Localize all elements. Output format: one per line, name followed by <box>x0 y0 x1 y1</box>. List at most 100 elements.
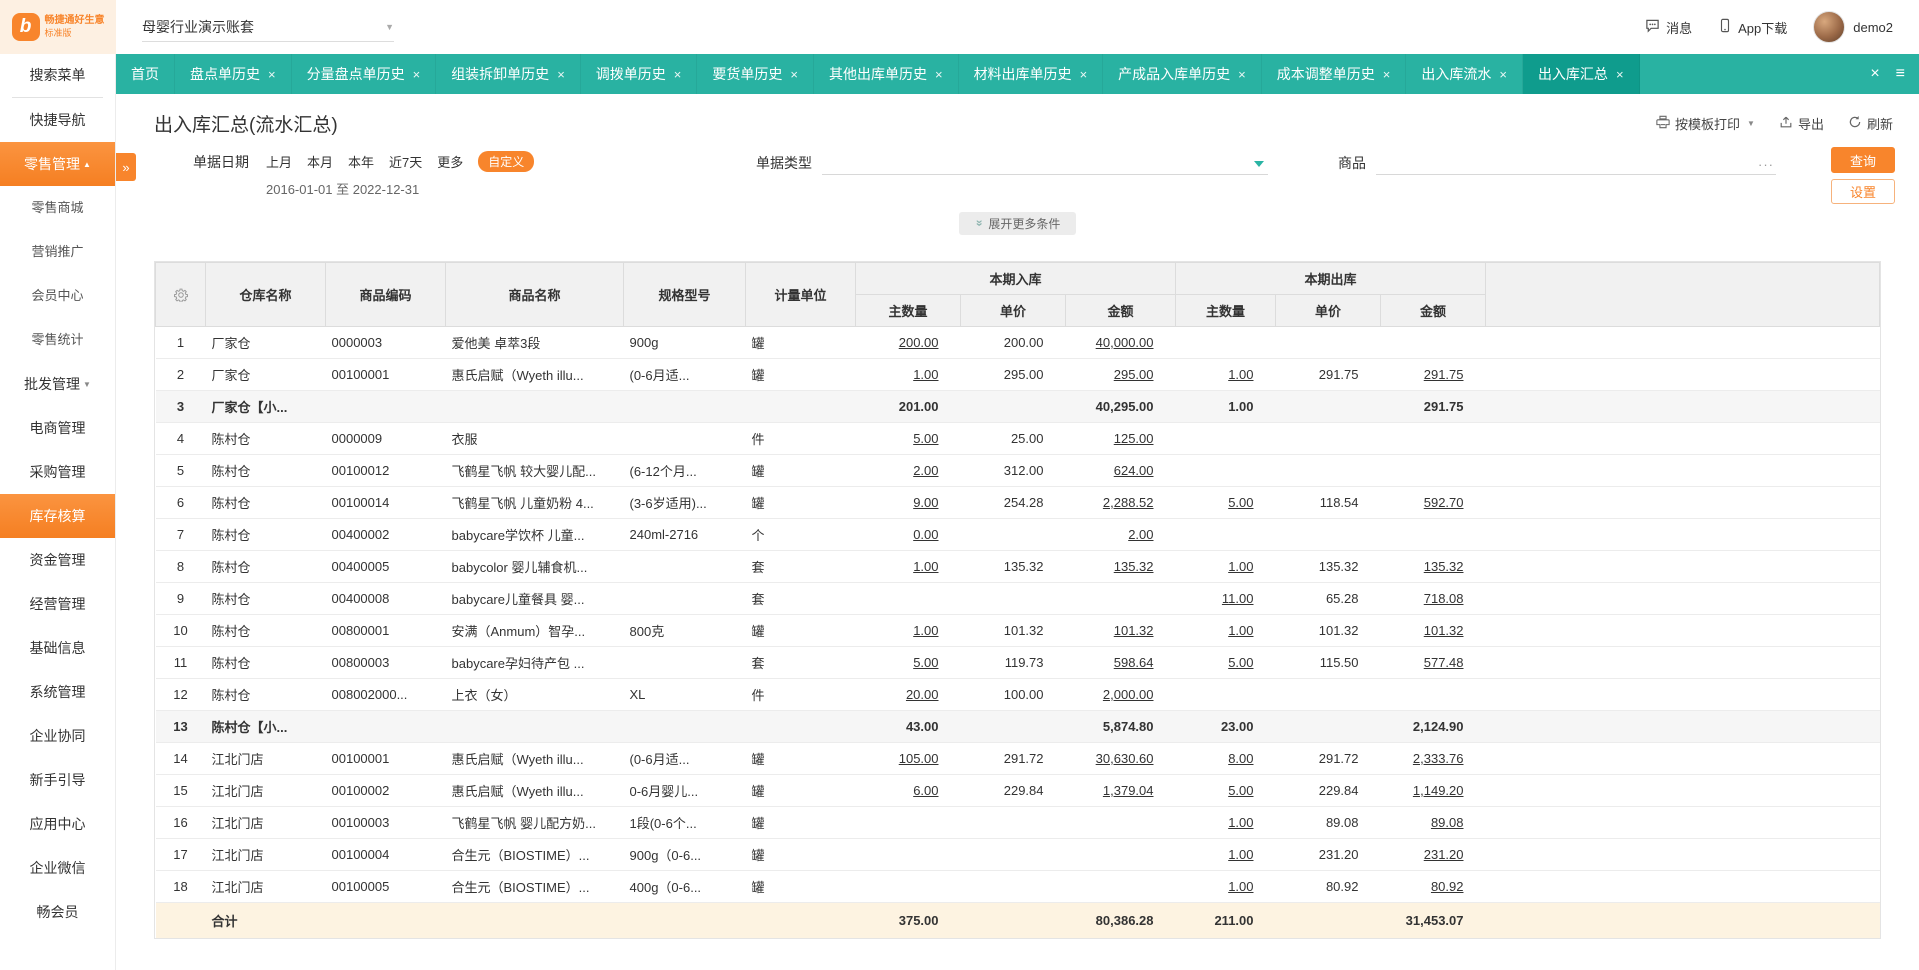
tab-调拨单历史[interactable]: 调拨单历史 × <box>581 54 698 94</box>
sidebar-item-电商管理[interactable]: 电商管理 <box>0 406 115 450</box>
col-header-name[interactable]: 商品名称 <box>445 262 624 327</box>
tab-close-icon[interactable]: × <box>1615 66 1624 82</box>
sidebar-item-采购管理[interactable]: 采购管理 <box>0 450 115 494</box>
col-header-out-price[interactable]: 单价 <box>1275 294 1381 327</box>
drill-down-link[interactable]: 1.00 <box>1175 806 1276 839</box>
drill-down-link[interactable]: 592.70 <box>1380 486 1486 519</box>
drill-down-link[interactable]: 105.00 <box>855 742 961 775</box>
drill-down-link[interactable]: 231.20 <box>1380 838 1486 871</box>
more-options-icon[interactable]: ··· <box>1758 157 1774 172</box>
sidebar-item-企业微信[interactable]: 企业微信 <box>0 846 115 890</box>
drill-down-link[interactable]: 11.00 <box>1175 582 1276 615</box>
drill-down-link[interactable]: 1.00 <box>855 550 961 583</box>
expand-more-conditions-button[interactable]: « 展开更多条件 <box>958 211 1077 235</box>
tab-盘点单历史[interactable]: 盘点单历史 × <box>175 54 292 94</box>
col-header-in-amount[interactable]: 金额 <box>1065 294 1176 327</box>
date-option-more[interactable]: 更多 <box>437 155 464 170</box>
tab-close-icon[interactable]: × <box>412 66 421 82</box>
drill-down-link[interactable]: 5.00 <box>1175 486 1276 519</box>
drill-down-link[interactable]: 2.00 <box>855 454 961 487</box>
sidebar-item-企业协同[interactable]: 企业协同 <box>0 714 115 758</box>
sidebar-item-系统管理[interactable]: 系统管理 <box>0 670 115 714</box>
user-menu[interactable]: demo2 <box>1813 11 1893 43</box>
tab-close-icon[interactable]: × <box>1079 66 1088 82</box>
drill-down-link[interactable]: 30,630.60 <box>1065 742 1176 775</box>
product-input[interactable]: ··· <box>1376 151 1776 175</box>
drill-down-link[interactable]: 1.00 <box>1175 550 1276 583</box>
date-option-last-7-days[interactable]: 近7天 <box>389 155 423 170</box>
drill-down-link[interactable]: 2.00 <box>1065 518 1176 551</box>
tab-材料出库单历史[interactable]: 材料出库单历史 × <box>959 54 1104 94</box>
drill-down-link[interactable]: 40,000.00 <box>1065 326 1176 359</box>
tab-close-icon[interactable]: × <box>1499 66 1507 82</box>
drill-down-link[interactable]: 1.00 <box>1175 838 1276 871</box>
col-header-out-qty[interactable]: 主数量 <box>1175 294 1276 327</box>
messages-button[interactable]: 消息 <box>1645 18 1692 37</box>
query-button[interactable]: 查询 <box>1831 147 1895 173</box>
tab-close-icon[interactable]: × <box>1238 66 1246 82</box>
drill-down-link[interactable]: 5.00 <box>855 422 961 455</box>
tab-组装拆卸单历史[interactable]: 组装拆卸单历史 × <box>436 54 581 94</box>
sidebar-item-基础信息[interactable]: 基础信息 <box>0 626 115 670</box>
col-header-warehouse[interactable]: 仓库名称 <box>205 262 326 327</box>
date-option-last-month[interactable]: 上月 <box>266 155 293 170</box>
doc-type-select[interactable] <box>822 151 1268 175</box>
app-download-button[interactable]: App下载 <box>1718 18 1787 37</box>
drill-down-link[interactable]: 135.32 <box>1380 550 1486 583</box>
close-all-tabs-icon[interactable]: × <box>1870 65 1880 82</box>
tab-出入库汇总[interactable]: 出入库汇总 × <box>1522 54 1640 94</box>
drill-down-link[interactable]: 291.75 <box>1380 358 1486 391</box>
sidebar-item-应用中心[interactable]: 应用中心 <box>0 802 115 846</box>
tab-成本调整单历史[interactable]: 成本调整单历史 × <box>1262 54 1407 94</box>
tab-close-icon[interactable]: × <box>934 66 943 82</box>
drill-down-link[interactable]: 135.32 <box>1065 550 1176 583</box>
tab-close-icon[interactable]: × <box>557 66 565 82</box>
column-settings-button[interactable] <box>155 262 206 327</box>
sidebar-item-库存核算[interactable]: 库存核算 <box>0 494 115 538</box>
drill-down-link[interactable]: 295.00 <box>1065 358 1176 391</box>
tab-其他出库单历史[interactable]: 其他出库单历史 × <box>814 54 959 94</box>
sidebar-item-零售统计[interactable]: 零售统计 <box>0 318 115 362</box>
drill-down-link[interactable]: 20.00 <box>855 678 961 711</box>
drill-down-link[interactable]: 5.00 <box>1175 646 1276 679</box>
drill-down-link[interactable]: 5.00 <box>855 646 961 679</box>
sidebar-item-畅会员[interactable]: 畅会员 <box>0 890 115 934</box>
sidebar-item-零售管理[interactable]: 零售管理 ▲ <box>0 142 115 186</box>
drill-down-link[interactable]: 1.00 <box>1175 870 1276 903</box>
drill-down-link[interactable]: 624.00 <box>1065 454 1176 487</box>
tab-menu-icon[interactable]: ≡ <box>1895 65 1905 82</box>
col-header-spec[interactable]: 规格型号 <box>623 262 746 327</box>
sidebar-item-经营管理[interactable]: 经营管理 <box>0 582 115 626</box>
drill-down-link[interactable]: 125.00 <box>1065 422 1176 455</box>
drill-down-link[interactable]: 1,379.04 <box>1065 774 1176 807</box>
date-option-this-month[interactable]: 本月 <box>307 155 334 170</box>
drill-down-link[interactable]: 80.92 <box>1380 870 1486 903</box>
sidebar-item-零售商城[interactable]: 零售商城 <box>0 186 115 230</box>
date-option-this-year[interactable]: 本年 <box>348 155 375 170</box>
settings-button[interactable]: 设置 <box>1831 179 1895 204</box>
date-option-custom[interactable]: 自定义 <box>478 151 535 172</box>
sidebar-item-营销推广[interactable]: 营销推广 <box>0 230 115 274</box>
sidebar-item-批发管理[interactable]: 批发管理 ▼ <box>0 362 115 406</box>
col-header-in-qty[interactable]: 主数量 <box>855 294 961 327</box>
col-header-code[interactable]: 商品编码 <box>325 262 446 327</box>
tab-close-icon[interactable]: × <box>1382 66 1391 82</box>
drill-down-link[interactable]: 2,000.00 <box>1065 678 1176 711</box>
tab-出入库流水[interactable]: 出入库流水 × <box>1406 54 1523 94</box>
drill-down-link[interactable]: 598.64 <box>1065 646 1176 679</box>
drill-down-link[interactable]: 1.00 <box>1175 614 1276 647</box>
export-button[interactable]: 导出 <box>1779 114 1824 133</box>
drill-down-link[interactable]: 101.32 <box>1065 614 1176 647</box>
sidebar-item-会员中心[interactable]: 会员中心 <box>0 274 115 318</box>
sidebar-item-资金管理[interactable]: 资金管理 <box>0 538 115 582</box>
account-selector[interactable]: 母婴行业演示账套 ▼ <box>142 12 394 42</box>
tab-close-icon[interactable]: × <box>673 66 682 82</box>
drill-down-link[interactable]: 5.00 <box>1175 774 1276 807</box>
tab-close-icon[interactable]: × <box>790 66 798 82</box>
tab-分量盘点单历史[interactable]: 分量盘点单历史 × <box>292 54 437 94</box>
drill-down-link[interactable]: 8.00 <box>1175 742 1276 775</box>
sidebar-search[interactable]: 搜索菜单 <box>12 54 103 98</box>
drill-down-link[interactable]: 2,288.52 <box>1065 486 1176 519</box>
dropdown-arrow-icon[interactable] <box>1254 161 1264 167</box>
drill-down-link[interactable]: 200.00 <box>855 326 961 359</box>
